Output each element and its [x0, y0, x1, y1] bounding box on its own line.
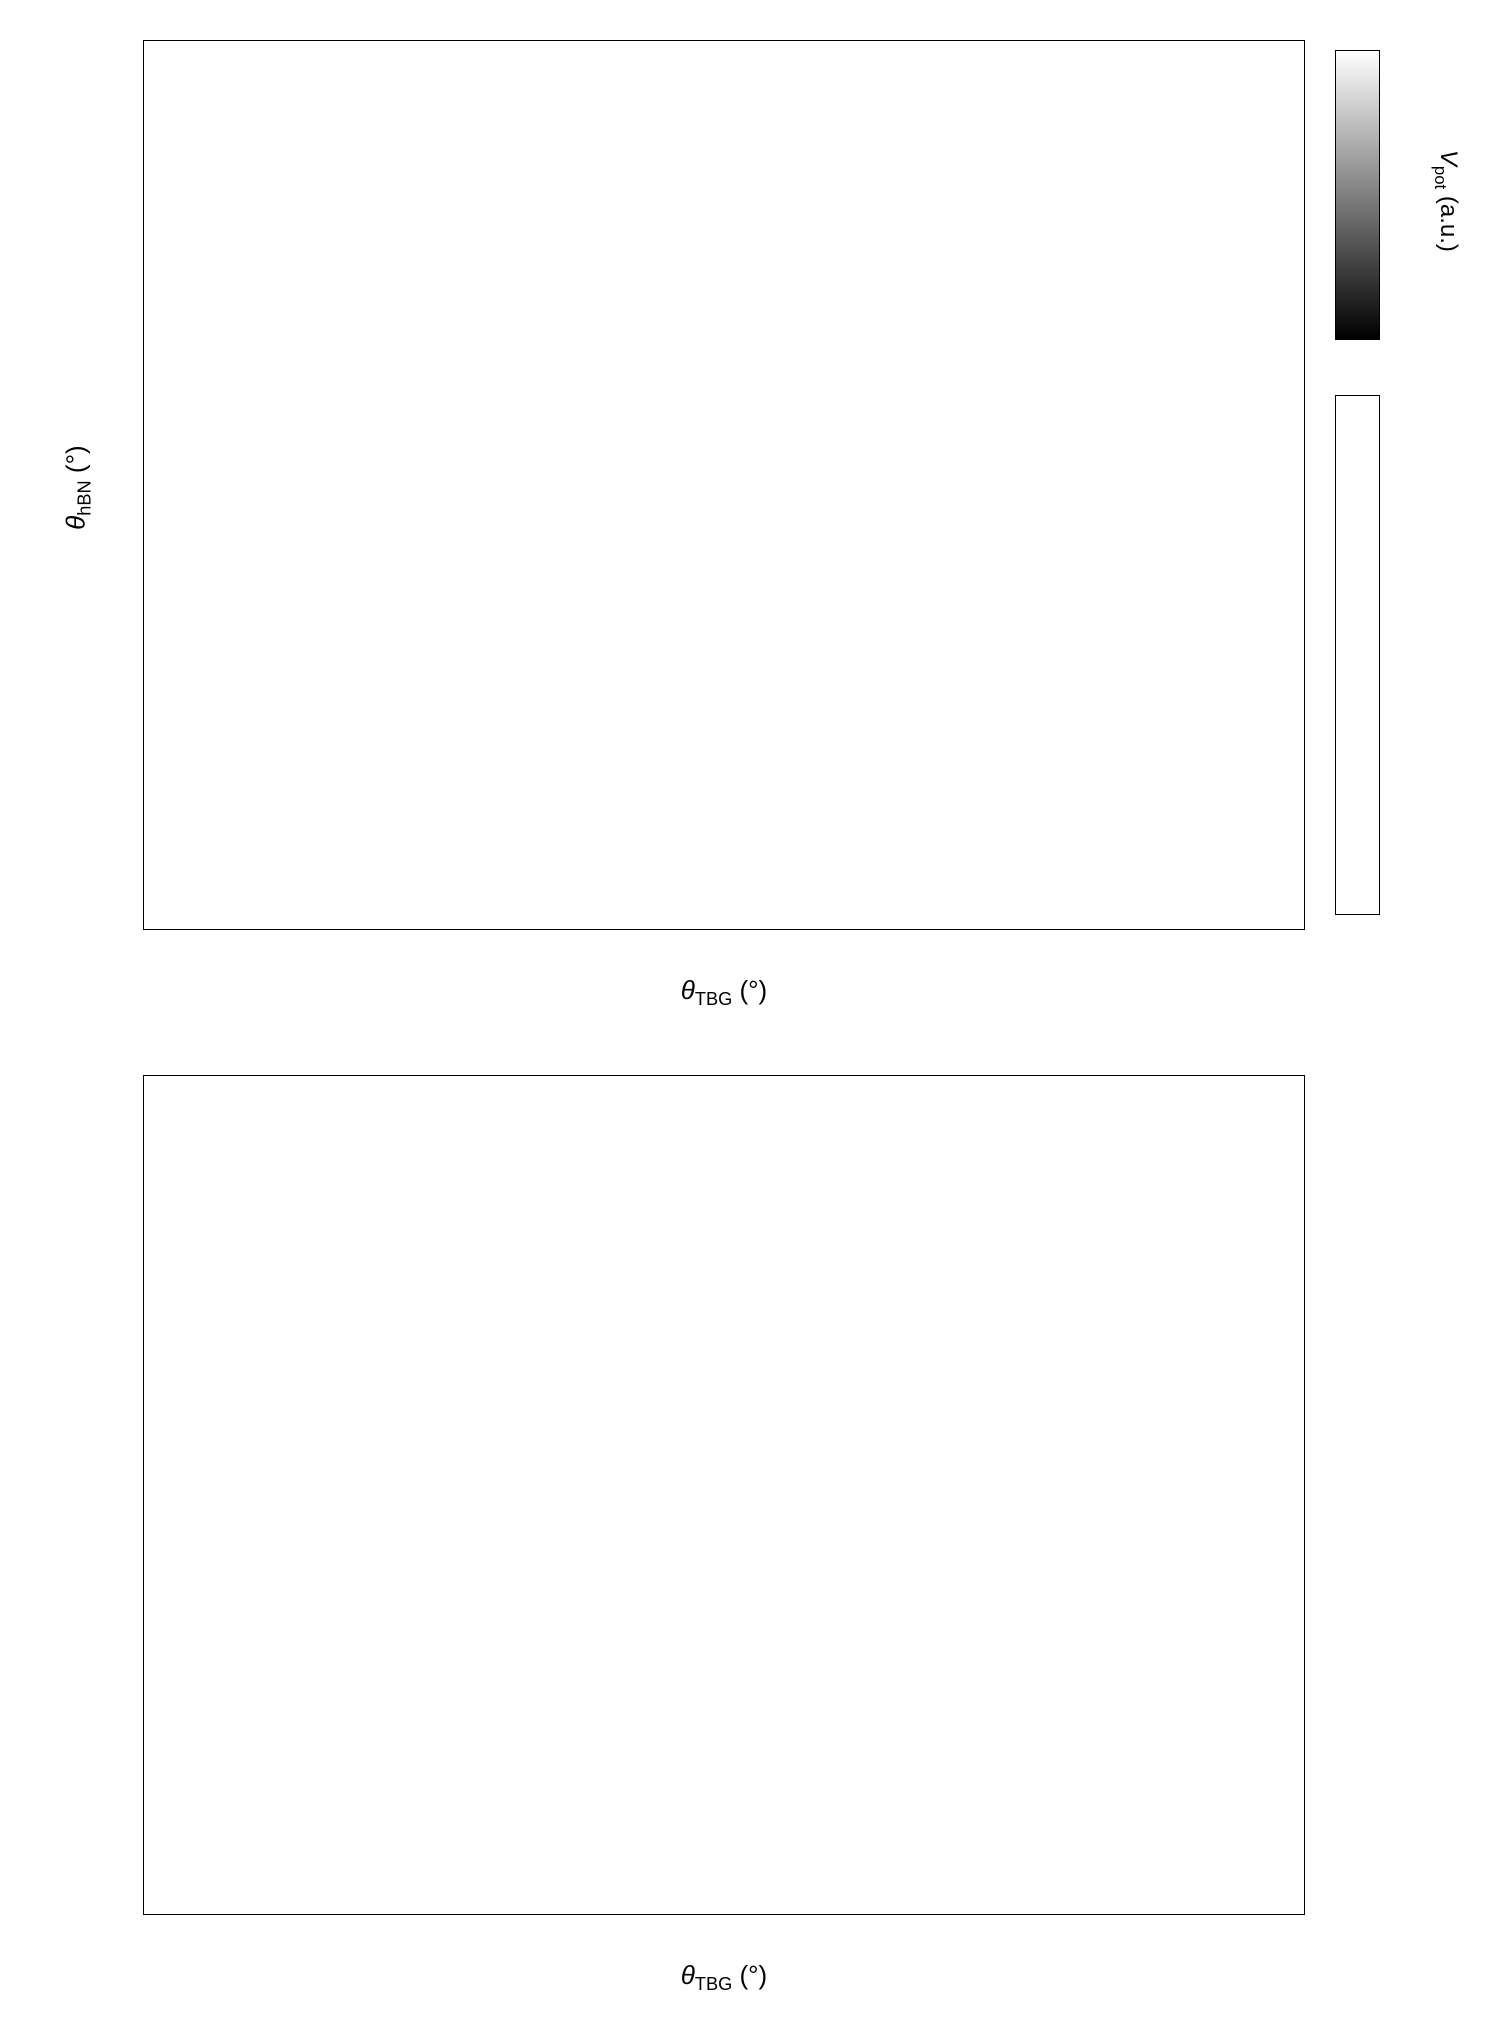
figure-page: θhBN (°) θTBG (°) Vpot (a.u.)	[0, 0, 1501, 2018]
panel-b-plot	[143, 1075, 1305, 1915]
panel-b-grid-icon	[144, 1076, 1305, 1915]
periodicity-colorbar	[1335, 395, 1380, 915]
panel-a-ylabel: θhBN (°)	[60, 428, 95, 548]
panel-a-grid-icon	[144, 41, 1305, 930]
vpot-colorbar-label: Vpot (a.u.)	[1430, 150, 1462, 252]
panel-a-plot	[143, 40, 1305, 930]
panel-a-xlabel: θTBG (°)	[143, 975, 1305, 1010]
vpot-colorbar	[1335, 50, 1380, 340]
panel-b-xlabel: θTBG (°)	[143, 1960, 1305, 1995]
